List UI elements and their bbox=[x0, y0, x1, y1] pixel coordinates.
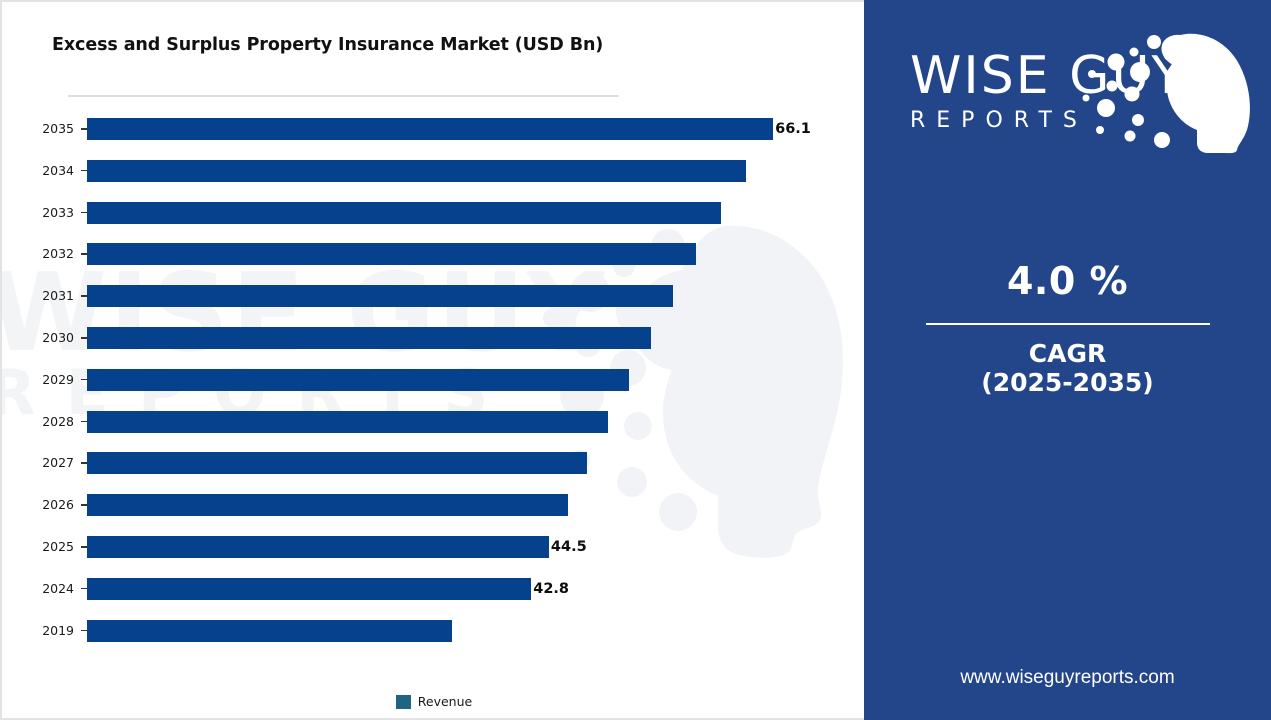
bar-revenue bbox=[87, 201, 722, 224]
cagr-period: (2025-2035) bbox=[981, 367, 1154, 397]
bar-row: 2026 bbox=[2, 488, 864, 522]
y-axis-tick-label: 2033 bbox=[42, 204, 74, 220]
bar-row: 2027 bbox=[2, 446, 864, 480]
y-axis-tick-label: 2025 bbox=[42, 539, 74, 554]
y-axis-tick-label: 2035 bbox=[42, 121, 74, 136]
chart-legend: Revenue bbox=[2, 694, 864, 709]
y-axis-tick-mark bbox=[81, 169, 87, 172]
bar-row: 2029 bbox=[2, 363, 864, 397]
bar-revenue bbox=[87, 494, 568, 517]
bar-revenue bbox=[87, 577, 532, 600]
y-axis-tick-label: 2024 bbox=[42, 580, 74, 596]
y-axis-tick-mark bbox=[81, 546, 87, 548]
y-axis-tick-label: 2029 bbox=[42, 371, 74, 387]
bar-revenue bbox=[87, 118, 774, 140]
logo-head-profile-icon bbox=[1082, 33, 1250, 154]
logo-sub-text: REPORTS bbox=[910, 108, 1088, 133]
legend-swatch-revenue bbox=[395, 694, 411, 709]
bar-chart-plot-area: 2035 66.1 2034 2033 2032 2031 2030 2029 2028 2027… bbox=[2, 112, 864, 654]
y-axis-tick-mark bbox=[81, 211, 87, 214]
bar-revenue bbox=[87, 452, 588, 475]
wiseguy-logo: WISE GUY REPORTS bbox=[902, 33, 1250, 154]
bar-value-label: 66.1 bbox=[775, 121, 811, 137]
chart-panel: WISE GUY REPORTS bbox=[0, 0, 864, 720]
bar-row: 2032 bbox=[2, 237, 864, 271]
bar-value-label: 42.8 bbox=[533, 580, 570, 597]
cagr-value: 4.0 % bbox=[1006, 259, 1129, 303]
y-axis-tick-label: 2031 bbox=[42, 288, 74, 304]
bar-row: 2033 bbox=[2, 196, 864, 230]
cagr-divider bbox=[925, 322, 1210, 325]
cagr-block: 4.0 % CAGR (2025-2035) bbox=[864, 258, 1271, 397]
y-axis-tick-label: 2030 bbox=[42, 330, 74, 345]
bar-revenue bbox=[87, 327, 651, 349]
y-axis-tick-mark bbox=[81, 420, 87, 423]
legend-label-revenue: Revenue bbox=[417, 694, 473, 709]
y-axis-tick-mark bbox=[81, 128, 87, 130]
y-axis-tick-label: 2026 bbox=[42, 497, 74, 513]
bar-revenue bbox=[87, 243, 697, 266]
y-axis-tick-label: 2032 bbox=[42, 246, 74, 262]
y-axis-tick-mark bbox=[81, 587, 87, 590]
y-axis-tick-mark bbox=[81, 504, 87, 506]
bar-revenue bbox=[87, 368, 629, 391]
bar-revenue bbox=[87, 536, 549, 558]
y-axis-tick-label: 2019 bbox=[42, 622, 74, 638]
bar-row: 2028 bbox=[2, 405, 864, 439]
bar-value-label: 44.5 bbox=[550, 539, 587, 555]
cagr-label: CAGR bbox=[1028, 338, 1107, 368]
y-axis-tick-mark bbox=[81, 462, 87, 464]
y-axis-tick-mark bbox=[81, 378, 87, 381]
bar-row: 2024 42.8 bbox=[2, 572, 864, 606]
y-axis-tick-label: 2034 bbox=[42, 162, 74, 178]
bar-row: 2031 bbox=[2, 279, 864, 313]
bar-revenue bbox=[87, 159, 747, 182]
bar-row: 2025 44.5 bbox=[2, 530, 864, 564]
bar-revenue bbox=[87, 285, 674, 308]
title-divider bbox=[68, 95, 619, 97]
y-axis-tick-mark bbox=[81, 295, 87, 297]
bar-row: 2034 bbox=[2, 154, 864, 188]
bar-row: 2019 bbox=[2, 614, 864, 648]
y-axis-tick-mark bbox=[81, 629, 87, 632]
bar-revenue bbox=[87, 410, 609, 433]
y-axis-tick-mark bbox=[81, 253, 87, 255]
y-axis-tick-label: 2027 bbox=[42, 455, 74, 471]
bar-row: 2035 66.1 bbox=[2, 112, 864, 146]
website-url: www.wiseguyreports.com bbox=[960, 667, 1175, 688]
bar-row: 2030 bbox=[2, 321, 864, 355]
y-axis-tick-label: 2028 bbox=[42, 413, 74, 429]
bar-revenue bbox=[87, 619, 453, 642]
brand-panel: WISE GUY REPORTS bbox=[864, 0, 1271, 720]
page-title: Excess and Surplus Property Insurance Ma… bbox=[52, 35, 604, 55]
y-axis-tick-mark bbox=[81, 337, 87, 339]
